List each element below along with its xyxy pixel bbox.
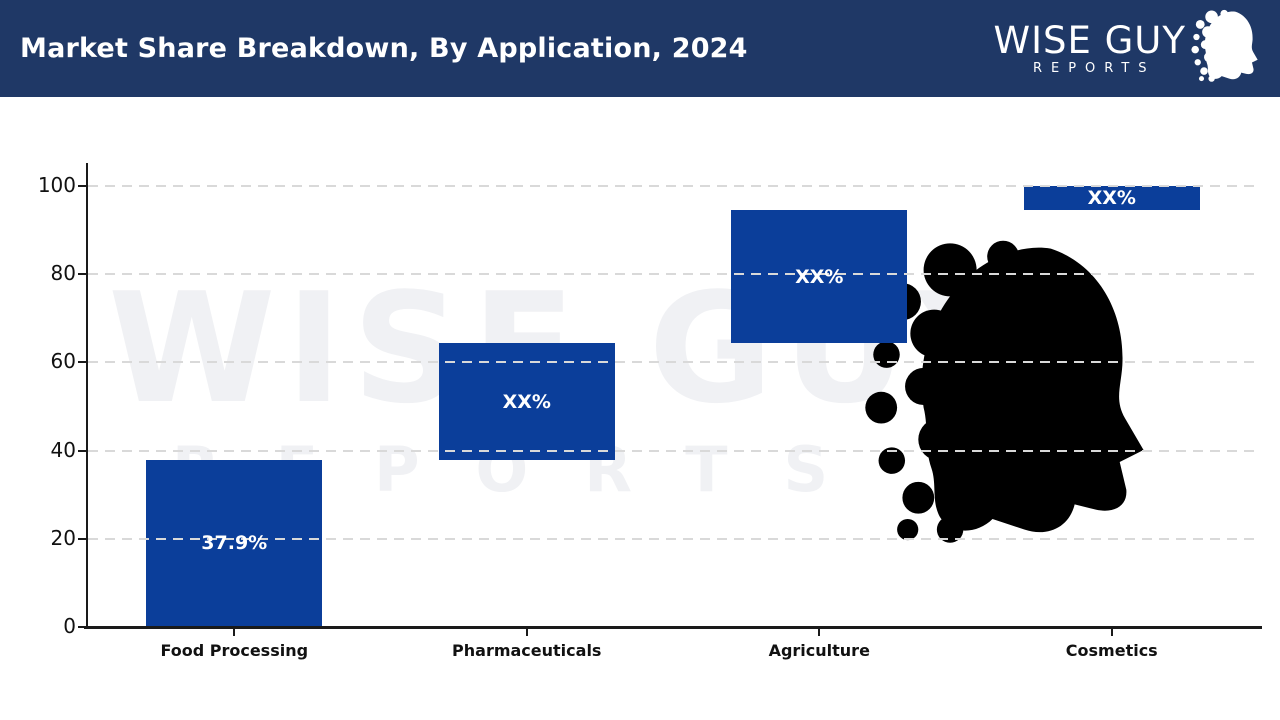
brand-logo: WISE GUY REPORTS xyxy=(994,8,1266,90)
bar-label-food-processing: 37.9% xyxy=(201,532,268,555)
x-tick-label-cosmetics: Cosmetics xyxy=(1065,641,1158,660)
gridline-60 xyxy=(88,361,1258,364)
gridline-20 xyxy=(88,537,1258,540)
y-axis-line xyxy=(86,163,88,629)
y-tick-0 xyxy=(78,626,88,628)
y-tick-label-0: 0 xyxy=(63,614,76,638)
x-tick-label-pharmaceuticals: Pharmaceuticals xyxy=(452,641,602,660)
y-tick-40 xyxy=(78,449,88,452)
y-tick-label-100: 100 xyxy=(37,173,76,197)
bar-cosmetics xyxy=(1023,186,1200,211)
head-logo-icon xyxy=(1190,8,1266,90)
y-tick-80 xyxy=(78,273,88,276)
y-tick-60 xyxy=(78,361,88,364)
x-tick-pharmaceuticals xyxy=(525,627,528,636)
x-tick-label-agriculture: Agriculture xyxy=(768,641,870,660)
x-tick-cosmetics xyxy=(1110,627,1113,636)
y-tick-label-20: 20 xyxy=(50,525,76,550)
page-title: Market Share Breakdown, By Application, … xyxy=(20,33,748,64)
bar-labels-layer: 37.9% XX% XX% XX% xyxy=(0,97,1280,720)
bar-label-agriculture: XX% xyxy=(795,265,844,288)
bar-food-processing xyxy=(146,459,323,627)
gridline-80 xyxy=(88,273,1258,276)
y-tick-label-60: 60 xyxy=(50,349,76,374)
x-tick-agriculture xyxy=(818,627,821,636)
gridline-40 xyxy=(88,449,1258,452)
y-tick-label-80: 80 xyxy=(50,261,76,286)
y-ticks-layer: 0 20 40 60 80 100 xyxy=(0,97,1280,720)
x-tick-label-food-processing: Food Processing xyxy=(160,641,309,660)
gridline-100 xyxy=(88,185,1258,187)
bar-label-cosmetics: XX% xyxy=(1087,187,1136,210)
x-ticks-layer: Food Processing Pharmaceuticals Agricultur… xyxy=(0,97,1280,720)
y-tick-label-40: 40 xyxy=(50,437,76,462)
y-tick-20 xyxy=(78,537,88,540)
brand-text: WISE GUY REPORTS xyxy=(994,22,1186,75)
bar-label-pharmaceuticals: XX% xyxy=(502,390,551,413)
x-axis-line xyxy=(84,626,1262,629)
chart-area: WISE GUY REPORTS 0 20 40 60 80 100 Food Proce… xyxy=(0,97,1280,720)
x-tick-food-processing xyxy=(233,627,236,636)
brand-name: WISE GUY xyxy=(993,19,1186,62)
gridlines-layer xyxy=(0,97,1280,720)
header: Market Share Breakdown, By Application, … xyxy=(0,0,1280,97)
bar-agriculture xyxy=(731,210,908,344)
brand-subtitle: REPORTS xyxy=(1032,61,1156,76)
y-tick-100 xyxy=(78,185,88,187)
